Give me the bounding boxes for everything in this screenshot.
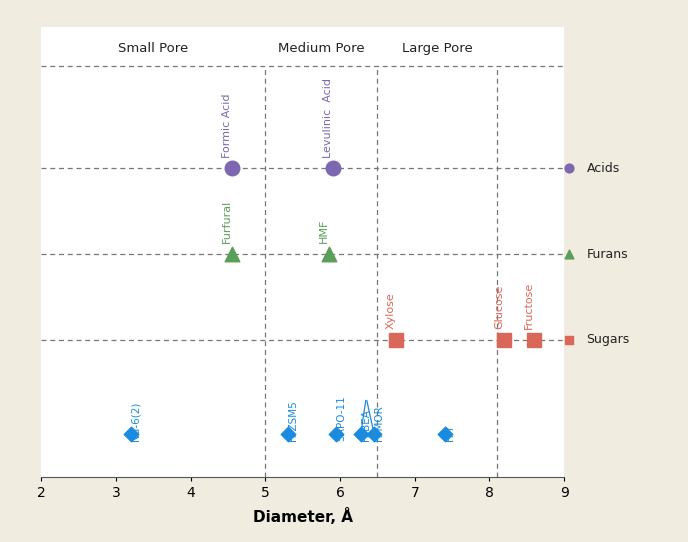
Point: [356, 430, 367, 438]
Point: [563, 335, 574, 344]
Text: SAPO-11: SAPO-11: [336, 395, 346, 441]
Text: Formic Acid: Formic Acid: [222, 93, 232, 158]
Text: HMF: HMF: [319, 219, 329, 243]
Text: Medium Pore: Medium Pore: [278, 42, 365, 55]
Text: Nu-6(2): Nu-6(2): [131, 401, 141, 441]
Point: [563, 164, 574, 173]
Text: Glucose: Glucose: [495, 285, 504, 329]
Point: [439, 430, 450, 438]
Point: [331, 430, 342, 438]
Text: Sugars: Sugars: [587, 333, 630, 346]
Point: [125, 430, 136, 438]
Text: Acids: Acids: [587, 162, 620, 175]
Point: [391, 335, 402, 344]
Text: H-MOR: H-MOR: [374, 405, 384, 441]
Text: Small Pore: Small Pore: [118, 42, 189, 55]
Point: [327, 164, 338, 173]
X-axis label: Diameter, Å: Diameter, Å: [252, 508, 353, 525]
Point: [499, 335, 510, 344]
Text: Fructose: Fructose: [524, 282, 535, 329]
Text: H-BEA: H-BEA: [361, 409, 371, 441]
Point: [226, 164, 237, 173]
Text: Xylose: Xylose: [386, 292, 396, 329]
Text: H-Y: H-Y: [444, 424, 455, 441]
Text: Furfural: Furfural: [222, 200, 232, 243]
Point: [282, 430, 293, 438]
Point: [563, 250, 574, 259]
Text: Levulinic  Acid: Levulinic Acid: [323, 78, 332, 158]
Point: [529, 335, 540, 344]
Text: Furans: Furans: [587, 248, 628, 261]
Text: H-ZSM5: H-ZSM5: [288, 400, 298, 441]
Point: [226, 250, 237, 259]
Point: [323, 250, 334, 259]
Text: Large Pore: Large Pore: [402, 42, 473, 55]
Point: [368, 430, 379, 438]
